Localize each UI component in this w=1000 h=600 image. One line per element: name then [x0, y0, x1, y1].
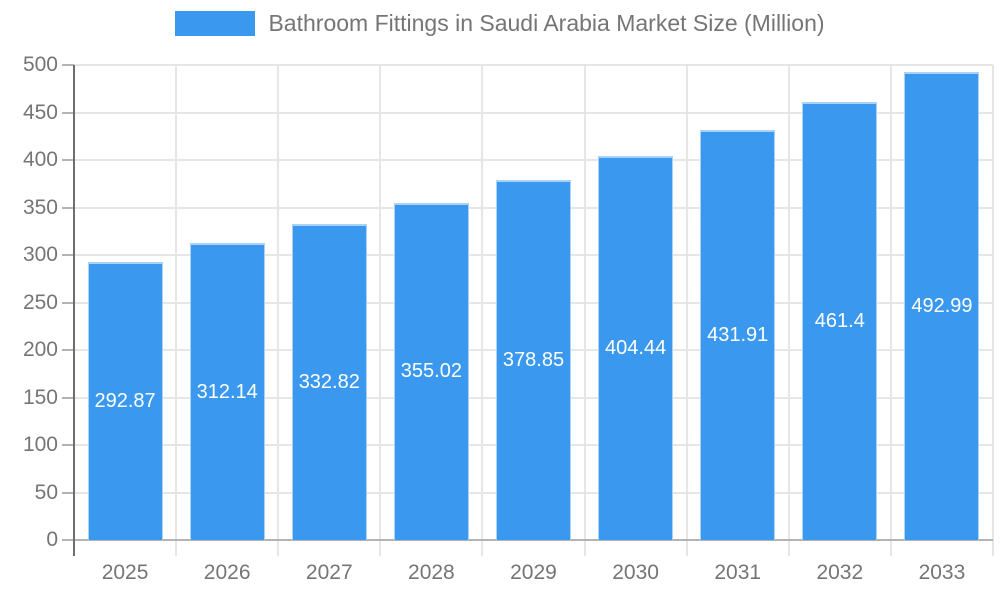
- x-tick-label: 2026: [203, 561, 251, 584]
- bar[interactable]: [700, 129, 776, 540]
- y-tick: [62, 491, 74, 494]
- x-grid-line: [175, 65, 178, 556]
- x-grid-line: [992, 65, 994, 556]
- y-tick: [62, 301, 74, 304]
- y-tick-label: 450: [22, 100, 58, 124]
- y-tick: [62, 349, 74, 351]
- y-tick-label: 100: [22, 433, 58, 456]
- bar-value-label: 355.02: [400, 360, 462, 383]
- bar-value-label: 431.91: [707, 323, 769, 346]
- x-grid-line: [889, 65, 892, 556]
- bar[interactable]: [496, 180, 571, 540]
- y-tick-label: 500: [22, 53, 58, 76]
- y-tick: [62, 111, 74, 114]
- bar[interactable]: [802, 101, 878, 540]
- y-tick: [62, 539, 74, 541]
- x-grid-line: [277, 65, 280, 556]
- bar[interactable]: [291, 223, 367, 540]
- x-tick-label: 2030: [612, 561, 659, 584]
- bar-value-label: 404.44: [605, 336, 667, 359]
- x-tick-label: 2029: [510, 561, 557, 584]
- y-tick: [62, 444, 74, 446]
- y-tick-label: 150: [22, 385, 58, 409]
- bar-value-label: 292.87: [94, 389, 156, 412]
- bar-value-label: 332.82: [298, 370, 360, 393]
- y-tick: [62, 64, 74, 66]
- y-tick-label: 200: [22, 338, 58, 361]
- bar-value-label: 492.99: [911, 294, 973, 317]
- y-axis-line: [73, 65, 75, 556]
- y-tick-label: 350: [22, 195, 58, 219]
- x-tick-label: 2033: [918, 561, 966, 584]
- x-tick-label: 2027: [305, 561, 353, 584]
- x-grid-line: [481, 65, 484, 556]
- bar[interactable]: [189, 243, 265, 540]
- bar[interactable]: [598, 155, 674, 540]
- y-tick: [62, 396, 74, 399]
- legend-item[interactable]: Bathroom Fittings in Saudi Arabia Market…: [0, 10, 1000, 37]
- x-grid-line: [379, 65, 382, 556]
- x-tick-label: 2031: [714, 561, 762, 584]
- x-tick-label: 2028: [408, 561, 455, 584]
- y-grid-line: [74, 111, 993, 114]
- x-tick-label: 2025: [101, 561, 149, 584]
- y-tick: [62, 159, 74, 161]
- legend-swatch: [175, 11, 256, 36]
- x-grid-line: [787, 65, 790, 556]
- x-grid-line: [685, 65, 688, 556]
- x-baseline: [74, 539, 993, 541]
- bar-value-label: 461.4: [814, 309, 865, 332]
- y-tick-label: 0: [46, 528, 58, 551]
- x-tick-label: 2032: [816, 561, 864, 584]
- y-grid-line: [74, 159, 993, 161]
- y-tick-label: 300: [22, 243, 58, 266]
- bar[interactable]: [904, 71, 980, 540]
- bar[interactable]: [393, 202, 469, 540]
- y-tick: [62, 206, 74, 209]
- y-tick-label: 250: [22, 290, 58, 314]
- bar-value-label: 312.14: [196, 380, 258, 403]
- legend-label: Bathroom Fittings in Saudi Arabia Market…: [268, 10, 825, 36]
- y-tick: [62, 254, 74, 256]
- bar-value-label: 378.85: [502, 349, 565, 372]
- bar[interactable]: [87, 261, 163, 540]
- y-grid-line: [74, 64, 993, 66]
- y-tick-label: 50: [34, 480, 58, 504]
- x-grid-line: [583, 65, 586, 556]
- y-tick-label: 400: [22, 148, 58, 171]
